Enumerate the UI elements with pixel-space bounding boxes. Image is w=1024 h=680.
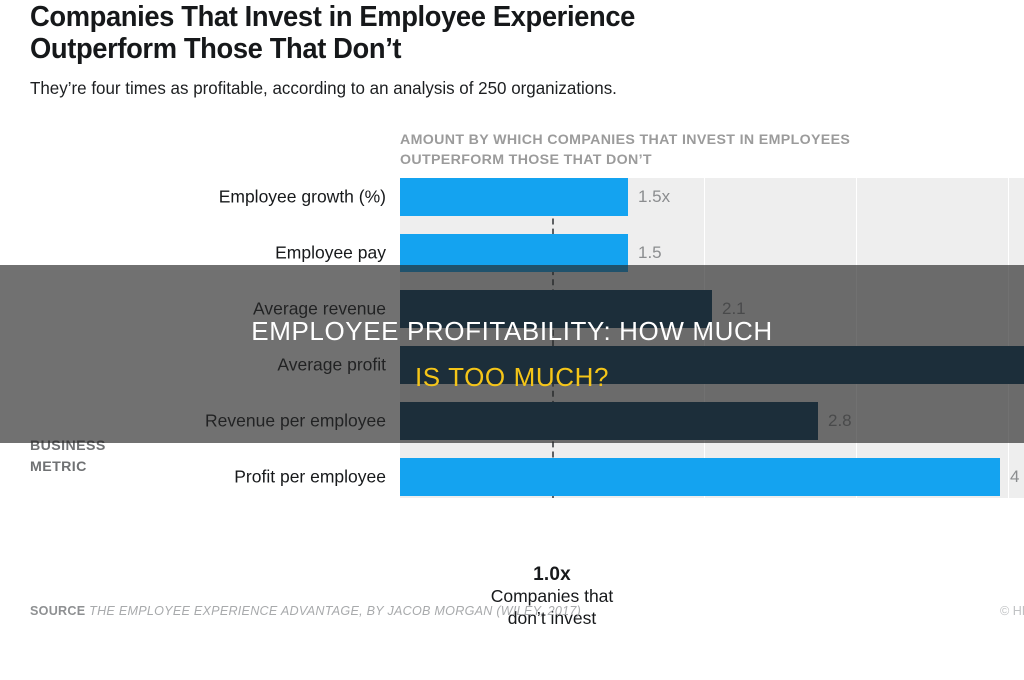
bar-profit-per-employee[interactable]: [400, 458, 1000, 496]
source-line: SOURCE THE EMPLOYEE EXPERIENCE ADVANTAGE…: [30, 604, 581, 618]
bar-value-label: 1.5x: [638, 187, 671, 206]
bar-category-label: Profit per employee: [234, 466, 386, 487]
page-title: Companies That Invest in Employee Experi…: [30, 1, 635, 65]
reference-line-value: 1.0x: [533, 564, 571, 585]
bar-category-label: Employee growth (%): [218, 186, 386, 207]
reference-line-caption: Companies that don’t invest: [490, 586, 614, 628]
reference-line-annotation: 1.0x Companies that don’t invest: [491, 563, 614, 629]
source-text: THE EMPLOYEE EXPERIENCE ADVANTAGE, BY JA…: [89, 604, 582, 618]
overlay-title-line1: EMPLOYEE PROFITABILITY: HOW MUCH: [251, 315, 773, 346]
bar-value-label: 4: [1010, 467, 1020, 486]
bar-value-label: 1.5: [638, 243, 662, 262]
chart-title: AMOUNT BY WHICH COMPANIES THAT INVEST IN…: [400, 132, 851, 169]
overlay-title-line2: IS TOO MUCH?: [414, 362, 610, 392]
headline-block: Companies That Invest in Employee Experi…: [30, 0, 1010, 99]
copyright-credit: © HB: [1000, 604, 1024, 618]
bar-row[interactable]: Profit per employee 4: [234, 458, 1024, 496]
page-subtitle: They’re four times as profitable, accord…: [30, 77, 617, 98]
bar-employee-growth[interactable]: [400, 178, 628, 216]
caption-overlay: EMPLOYEE PROFITABILITY: HOW MUCH IS TOO …: [0, 265, 1024, 443]
bar-row[interactable]: Employee growth (%) 1.5x: [219, 178, 1024, 216]
chart-footer: SOURCE THE EMPLOYEE EXPERIENCE ADVANTAGE…: [0, 604, 1024, 644]
bar-category-label: Employee pay: [275, 242, 386, 263]
source-label: SOURCE: [30, 604, 86, 618]
